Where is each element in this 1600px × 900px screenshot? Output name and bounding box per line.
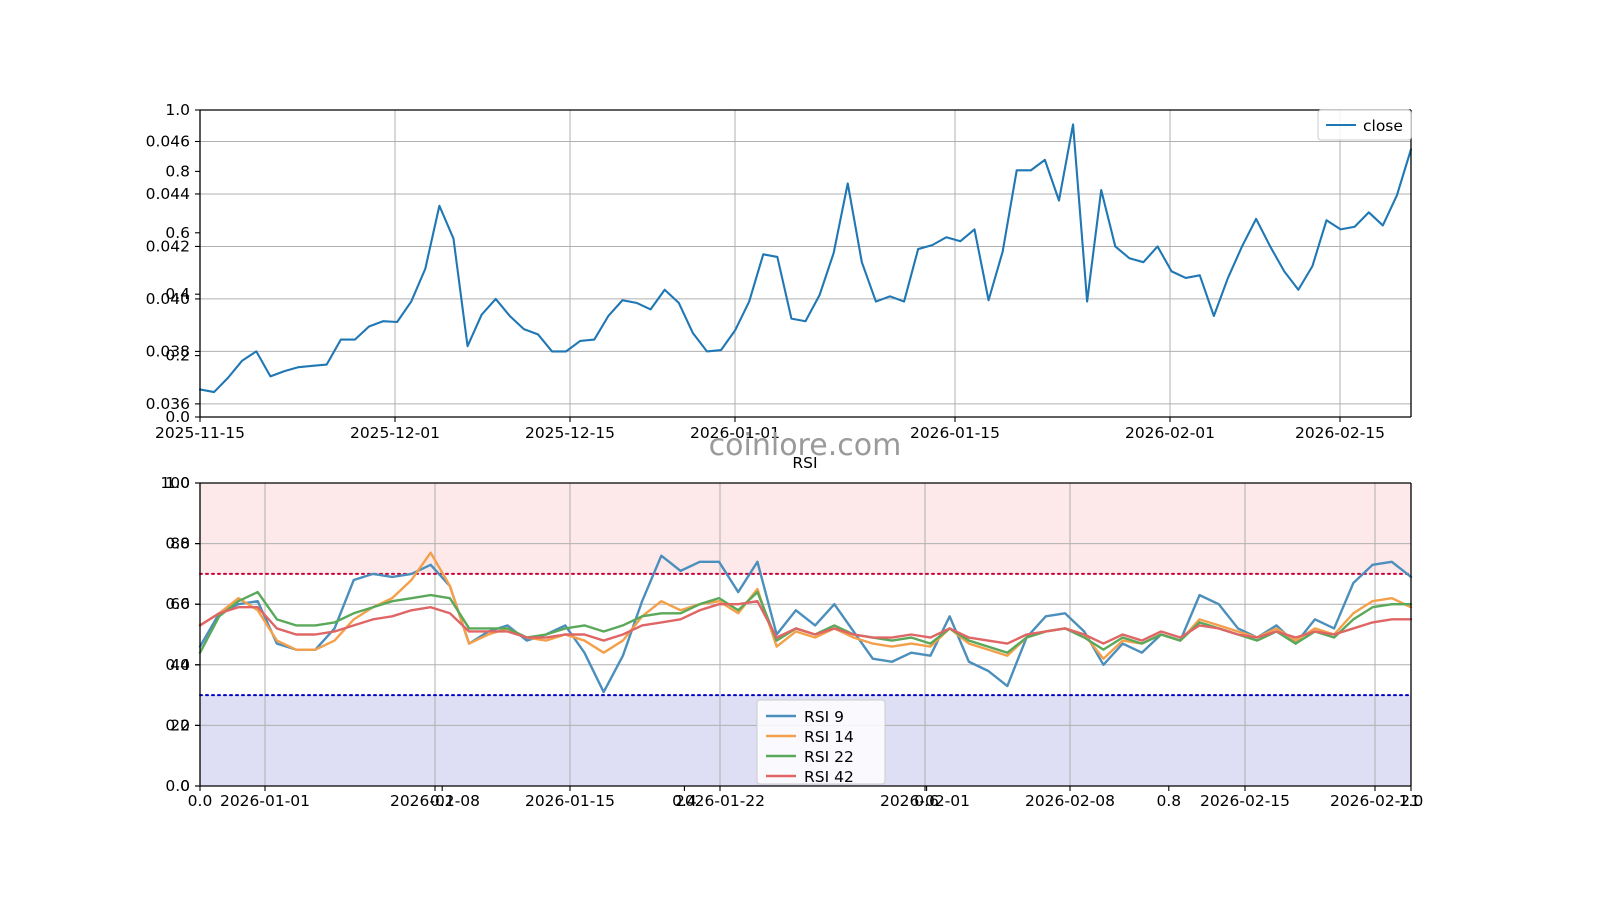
rsi-overlay-tick-label: 0.6 <box>165 595 190 613</box>
rsi-bottom-overlay-tick-label: 0.6 <box>914 792 939 810</box>
price-legend-label-close: close <box>1363 117 1403 135</box>
price-y-tick-label: 0.044 <box>146 185 190 203</box>
price-panel: 0.036 0.038 0.040 0.042 0.044 0.046 0.0 0.2 0.4 0… <box>146 101 1413 442</box>
rsi-legend-box <box>756 699 886 785</box>
rsi-y-tick-label: 100 <box>160 474 190 492</box>
rsi-legend-label-rsi-14: RSI 14 <box>804 728 854 746</box>
rsi-bottom-overlay-tick-label: 0.2 <box>430 792 455 810</box>
price-close-line <box>198 123 1413 394</box>
rsi-overbought-band <box>200 483 1411 574</box>
rsi-y-tick-label: 20 <box>170 716 190 734</box>
rsi-line-rsi-42 <box>198 599 1413 645</box>
rsi-y-tick-label: 60 <box>170 595 190 613</box>
price-legend[interactable]: close <box>1317 109 1412 141</box>
price-y-tick-label: 0.038 <box>146 342 190 360</box>
price-x-tick-label: 2026-01-01 <box>690 424 780 442</box>
rsi-x-tick-label: 2026-01-08 <box>390 792 480 810</box>
price-x-tick-label: 2026-02-15 <box>1295 424 1385 442</box>
price-overlay-tick-label: 0.8 <box>165 162 190 180</box>
rsi-y-tick-label: 40 <box>170 656 190 674</box>
rsi-x-tick-label: 2026-02-01 <box>880 792 970 810</box>
price-overlay-tick-label: 0.2 <box>165 347 190 365</box>
rsi-overlay-tick-label: 0.8 <box>165 535 190 553</box>
price-x-tick-label: 2025-12-15 <box>525 424 615 442</box>
rsi-overlay-tick-label: 0.0 <box>165 777 190 795</box>
rsi-plot-title: RSI <box>792 454 817 472</box>
rsi-overlay-tick-label: 0.2 <box>165 716 190 734</box>
price-y-tick-label: 0.040 <box>146 290 190 308</box>
price-plot-background <box>200 110 1411 417</box>
rsi-overlay-tick-label: 0.4 <box>165 656 190 674</box>
rsi-x-tick-label: 2026-01-01 <box>220 792 310 810</box>
rsi-bottom-overlay-tick-label: 0.4 <box>672 792 697 810</box>
rsi-x-tick-label: 2026-02-08 <box>1025 792 1115 810</box>
rsi-x-tick-label: 2026-02-21 <box>1330 792 1420 810</box>
rsi-legend-label-rsi-22: RSI 22 <box>804 748 854 766</box>
price-x-tick-label: 2026-01-15 <box>910 424 1000 442</box>
price-y-tick-label: 0.046 <box>146 132 190 150</box>
price-x-tick-label: 2025-11-15 <box>155 424 245 442</box>
rsi-x-tick-label: 2026-02-15 <box>1200 792 1290 810</box>
rsi-line-rsi-14 <box>198 551 1413 660</box>
rsi-y-tick-label: 0 <box>180 777 190 795</box>
price-x-tick-label: 2025-12-01 <box>350 424 440 442</box>
rsi-x-tick-label: 2026-01-22 <box>675 792 765 810</box>
price-overlay-tick-label: 0.0 <box>165 408 190 426</box>
rsi-bottom-overlay-tick-label: 0.8 <box>1156 792 1181 810</box>
rsi-bottom-overlay-tick-label: 0.0 <box>188 792 213 810</box>
price-overlay-tick-label: 0.6 <box>165 224 190 242</box>
rsi-bottom-overlay-tick-label: 1.0 <box>1399 792 1424 810</box>
rsi-legend[interactable]: RSI 9 RSI 14 RSI 22 RSI 42 <box>756 699 886 786</box>
price-legend-box <box>1317 109 1412 141</box>
price-overlay-tick-label: 0.4 <box>165 285 190 303</box>
rsi-overlay-tick-label: 1.0 <box>165 474 190 492</box>
rsi-legend-label-rsi-9: RSI 9 <box>804 708 844 726</box>
rsi-y-tick-label: 80 <box>170 535 190 553</box>
rsi-line-rsi-9 <box>198 554 1413 694</box>
price-y-tick-label: 0.042 <box>146 237 190 255</box>
rsi-legend-label-rsi-42: RSI 42 <box>804 768 854 786</box>
rsi-x-tick-label: 2026-01-15 <box>525 792 615 810</box>
price-overlay-tick-label: 1.0 <box>165 101 190 119</box>
watermark-text: coinlore.com <box>709 428 902 463</box>
price-x-tick-label: 2026-02-01 <box>1125 424 1215 442</box>
price-y-tick-label: 0.036 <box>146 395 190 413</box>
